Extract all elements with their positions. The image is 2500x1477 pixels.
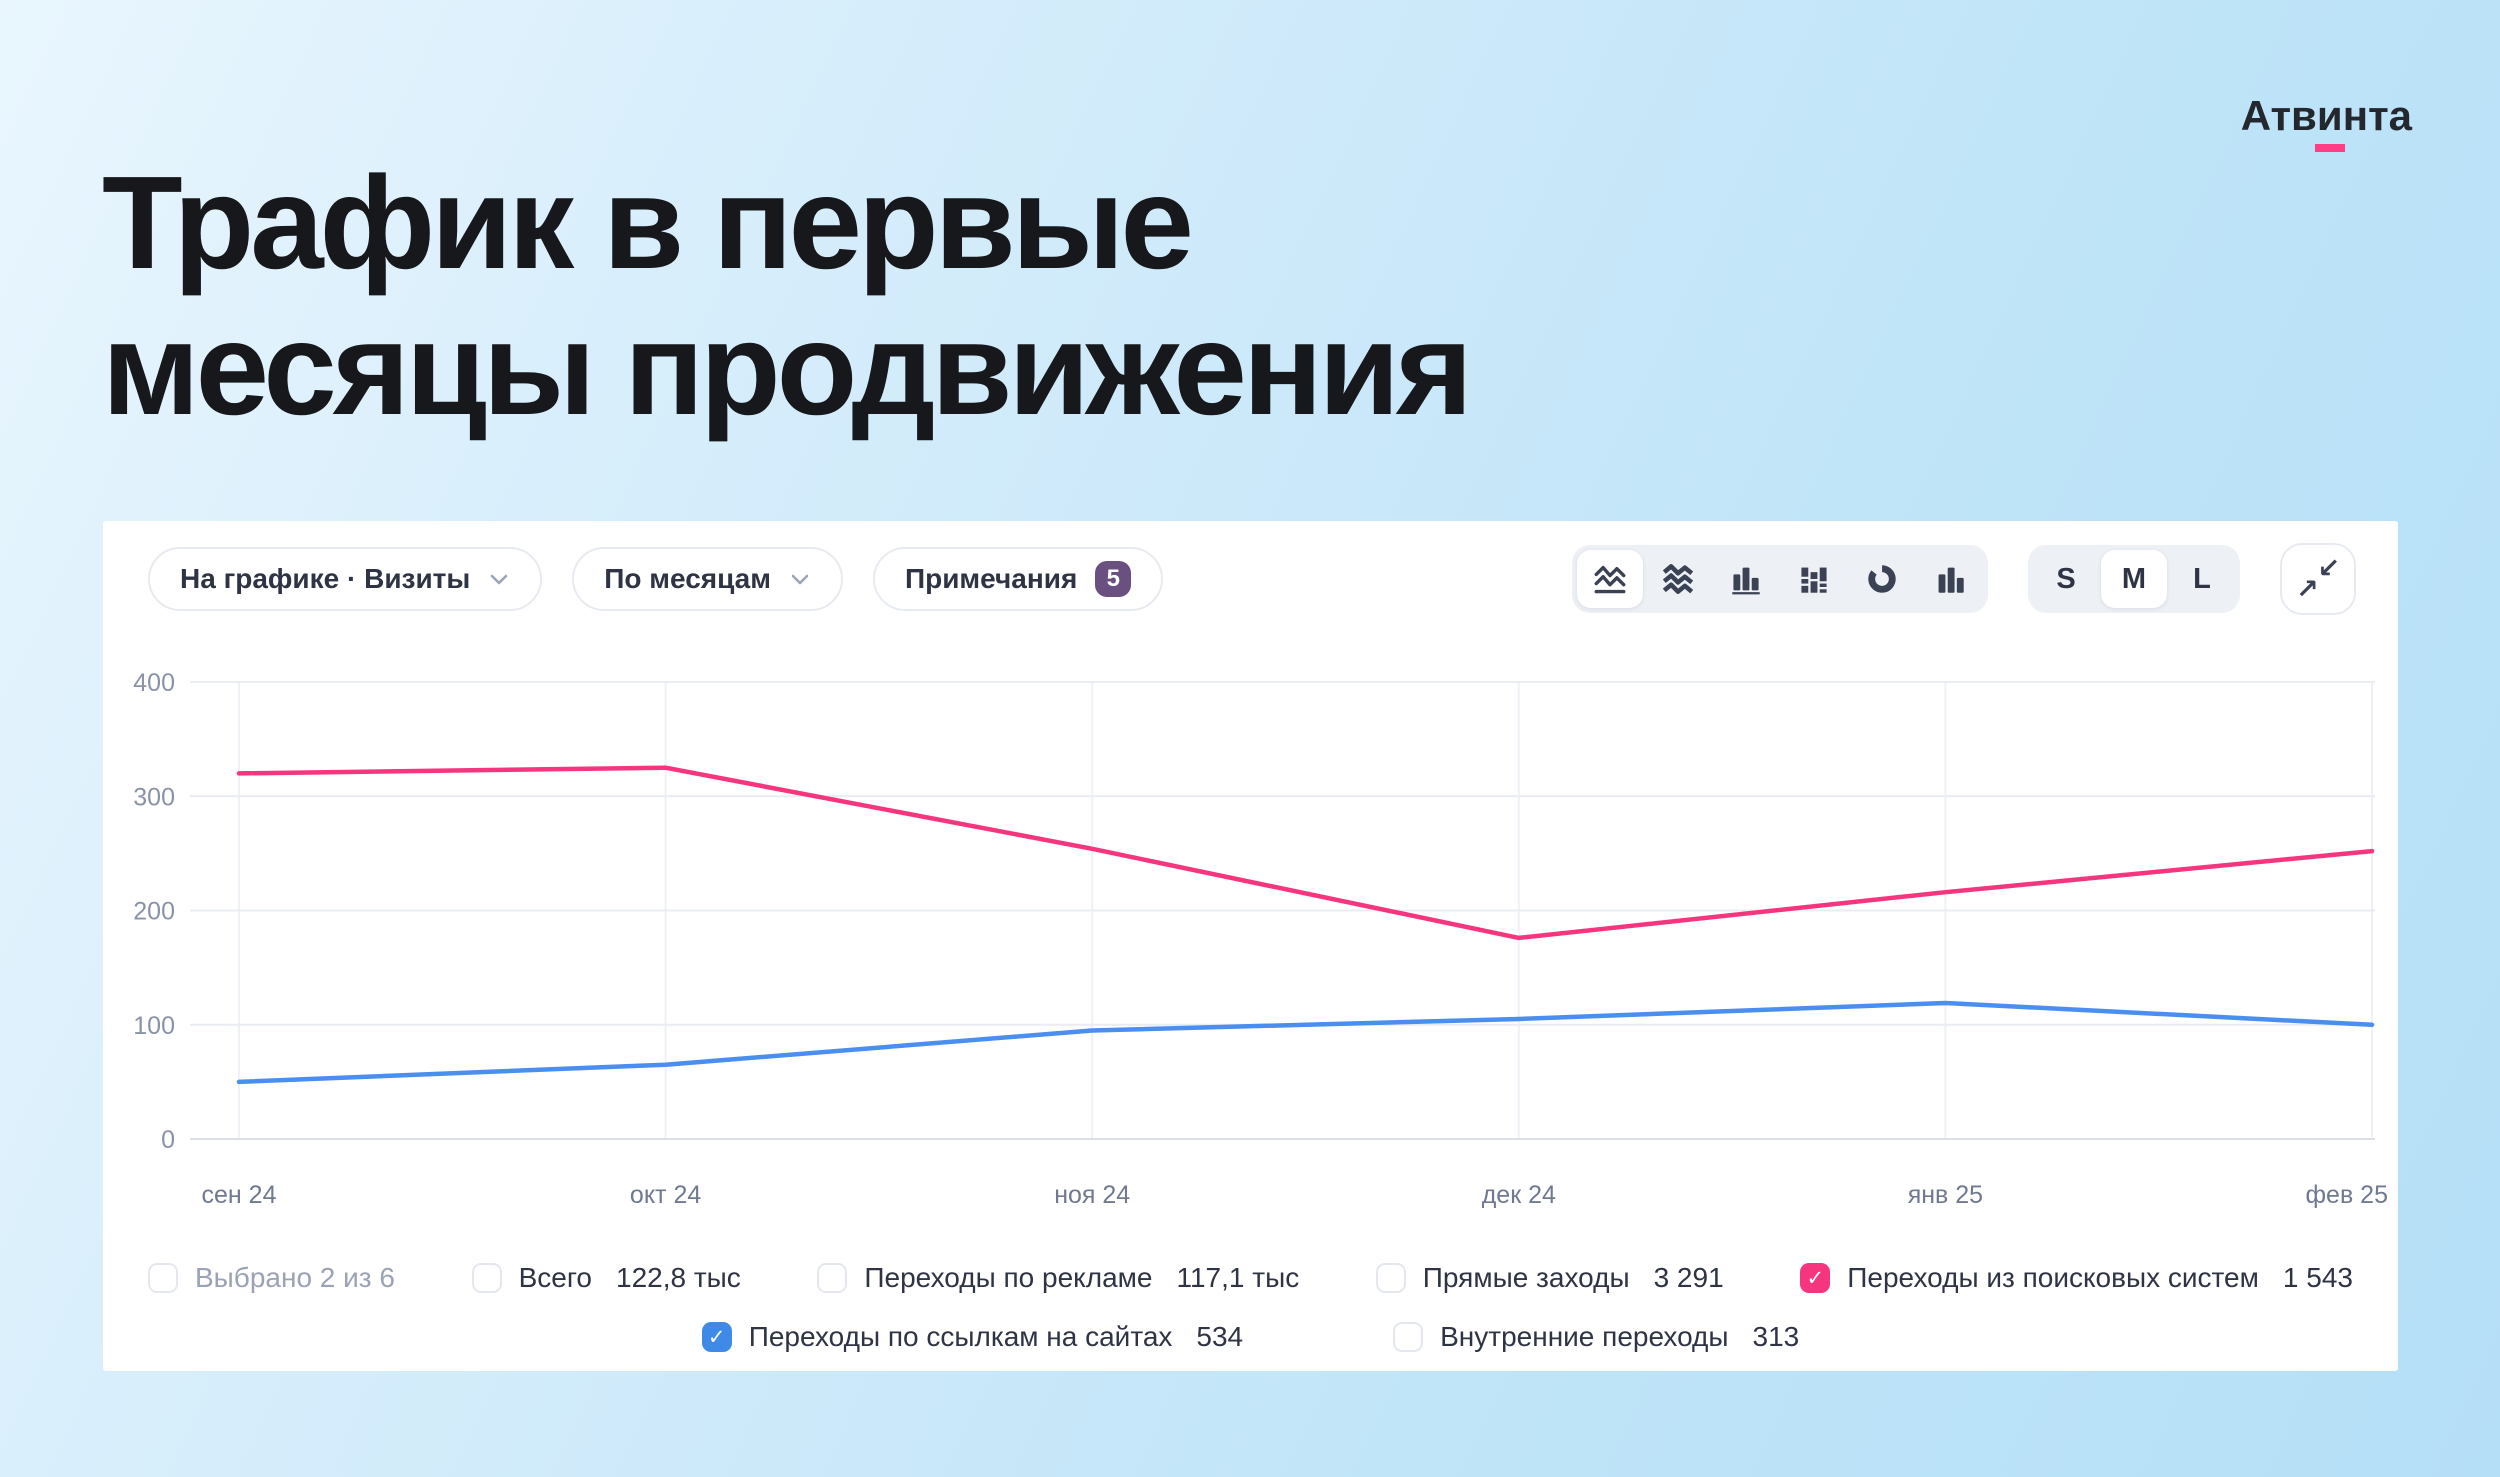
notes-button-label: Примечания [904, 563, 1078, 594]
legend-item-internal-traffic[interactable]: Внутренние переходы 313 [1393, 1321, 1799, 1353]
size-l-button[interactable]: L [2169, 550, 2235, 608]
legend-value: 3 291 [1653, 1262, 1724, 1293]
title-line-2: месяцы продвижения [102, 294, 1473, 442]
logo-text-part2: нта [2342, 92, 2412, 139]
legend-row-1: Выбрано 2 из 6 Всего 122,8 тыс Переходы … [148, 1262, 2353, 1294]
legend-item-direct-traffic[interactable]: Прямые заходы 3 291 [1375, 1262, 1724, 1294]
title-line-1: Трафик в первые [102, 149, 1194, 297]
size-l-label: L [2193, 562, 2211, 595]
pie-chart-icon[interactable] [1849, 550, 1915, 608]
checkbox-checked-blue[interactable]: ✓ [701, 1322, 732, 1352]
size-s-label: S [2056, 562, 2076, 595]
checkmark-icon: ✓ [707, 1324, 726, 1349]
size-m-button[interactable]: M [2101, 550, 2167, 608]
legend-label: Всего [518, 1262, 592, 1293]
legend-item-link-traffic[interactable]: ✓ Переходы по ссылкам на сайтах 534 [701, 1321, 1244, 1353]
metric-selector-button[interactable]: На графике · Визиты [148, 547, 543, 611]
legend-row-2: ✓ Переходы по ссылкам на сайтах 534 Внут… [148, 1321, 2353, 1353]
legend-item-total[interactable]: Всего 122,8 тыс [471, 1262, 741, 1294]
legend-label: Внутренние переходы [1440, 1321, 1729, 1352]
legend-label: Переходы по ссылкам на сайтах [748, 1321, 1173, 1352]
filter-pills: На графике · Визиты По месяцам Примечани… [148, 547, 1164, 611]
legend-value: 1 543 [2282, 1262, 2353, 1293]
svg-text:400: 400 [133, 669, 175, 697]
svg-text:дек 24: дек 24 [1482, 1181, 1556, 1209]
svg-text:янв 25: янв 25 [1908, 1181, 1983, 1209]
svg-text:окт 24: окт 24 [630, 1181, 701, 1209]
traffic-chart: 0 100 200 300 400 сен 24 окт 24 ноя 24 дек 24 янв… [133, 669, 2388, 1209]
stacked-bar-chart-icon[interactable] [1781, 550, 1847, 608]
notes-button[interactable]: Примечания 5 [872, 547, 1164, 611]
traffic-chart-area: 0 100 200 300 400 сен 24 окт 24 ноя 24 дек 24 янв… [103, 661, 2398, 1221]
legend-label: Переходы по рекламе [864, 1262, 1153, 1293]
legend-item-search-traffic[interactable]: ✓ Переходы из поисковых систем 1 543 [1800, 1262, 2353, 1294]
period-selector-button[interactable]: По месяцам [572, 547, 843, 611]
page-title: Трафик в первые месяцы продвижения [102, 149, 1473, 442]
legend-value: 117,1 тыс [1176, 1262, 1300, 1293]
collapse-arrows-icon: ↗ [2296, 574, 2319, 605]
column-chart-icon[interactable] [1917, 550, 1983, 608]
legend-label: Прямые заходы [1422, 1262, 1630, 1293]
chart-toolbar: На графике · Визиты По месяцам Примечани… [148, 543, 2356, 615]
checkbox-checked-pink[interactable]: ✓ [1800, 1263, 1831, 1293]
checkbox-unchecked[interactable] [148, 1263, 178, 1293]
checkbox-unchecked[interactable] [817, 1263, 848, 1293]
collapse-arrows-icon: ↙ [2317, 553, 2340, 584]
legend-value: 313 [1752, 1321, 1800, 1352]
legend-value: 122,8 тыс [616, 1262, 741, 1293]
chart-size-switcher: S M L [2028, 545, 2240, 613]
checkbox-unchecked[interactable] [471, 1263, 502, 1293]
size-s-button[interactable]: S [2033, 550, 2099, 608]
metric-selector-label: На графике · Визиты [180, 563, 471, 594]
svg-text:ноя 24: ноя 24 [1054, 1181, 1130, 1209]
chart-type-switcher [1572, 545, 1988, 613]
svg-text:0: 0 [161, 1126, 175, 1154]
checkbox-unchecked[interactable] [1393, 1322, 1424, 1352]
size-m-label: M [2121, 562, 2147, 595]
svg-text:300: 300 [133, 783, 175, 811]
chevron-down-icon [791, 574, 809, 585]
svg-text:сен 24: сен 24 [202, 1181, 277, 1209]
legend-label: Выбрано 2 из 6 [195, 1262, 395, 1293]
chevron-down-icon [490, 574, 508, 585]
notes-count-badge: 5 [1095, 561, 1132, 597]
logo-text-part1: Атв [2240, 92, 2317, 139]
checkmark-icon: ✓ [1806, 1265, 1825, 1290]
atvinta-logo: Атвинта [2240, 92, 2412, 152]
svg-text:200: 200 [133, 898, 175, 926]
legend-item-ad-traffic[interactable]: Переходы по рекламе 117,1 тыс [817, 1262, 1299, 1294]
line-chart-icon[interactable] [1577, 550, 1643, 608]
bar-chart-icon[interactable] [1713, 550, 1779, 608]
period-selector-label: По месяцам [604, 563, 771, 594]
checkbox-unchecked[interactable] [1375, 1263, 1406, 1293]
stacked-area-chart-icon[interactable] [1645, 550, 1711, 608]
svg-text:фев 25: фев 25 [2305, 1181, 2388, 1209]
metrics-widget-card: На графике · Визиты По месяцам Примечани… [103, 521, 2398, 1371]
logo-underlined-letter: и [2314, 92, 2345, 152]
collapse-widget-button[interactable]: ↙ ↗ [2280, 543, 2356, 615]
chart-view-controls: S M L ↙ ↗ [1572, 543, 2356, 615]
legend-value: 534 [1196, 1321, 1244, 1352]
legend-label: Переходы из поисковых систем [1847, 1262, 2259, 1293]
svg-text:100: 100 [133, 1012, 175, 1040]
legend-item-selected-count[interactable]: Выбрано 2 из 6 [148, 1262, 395, 1294]
